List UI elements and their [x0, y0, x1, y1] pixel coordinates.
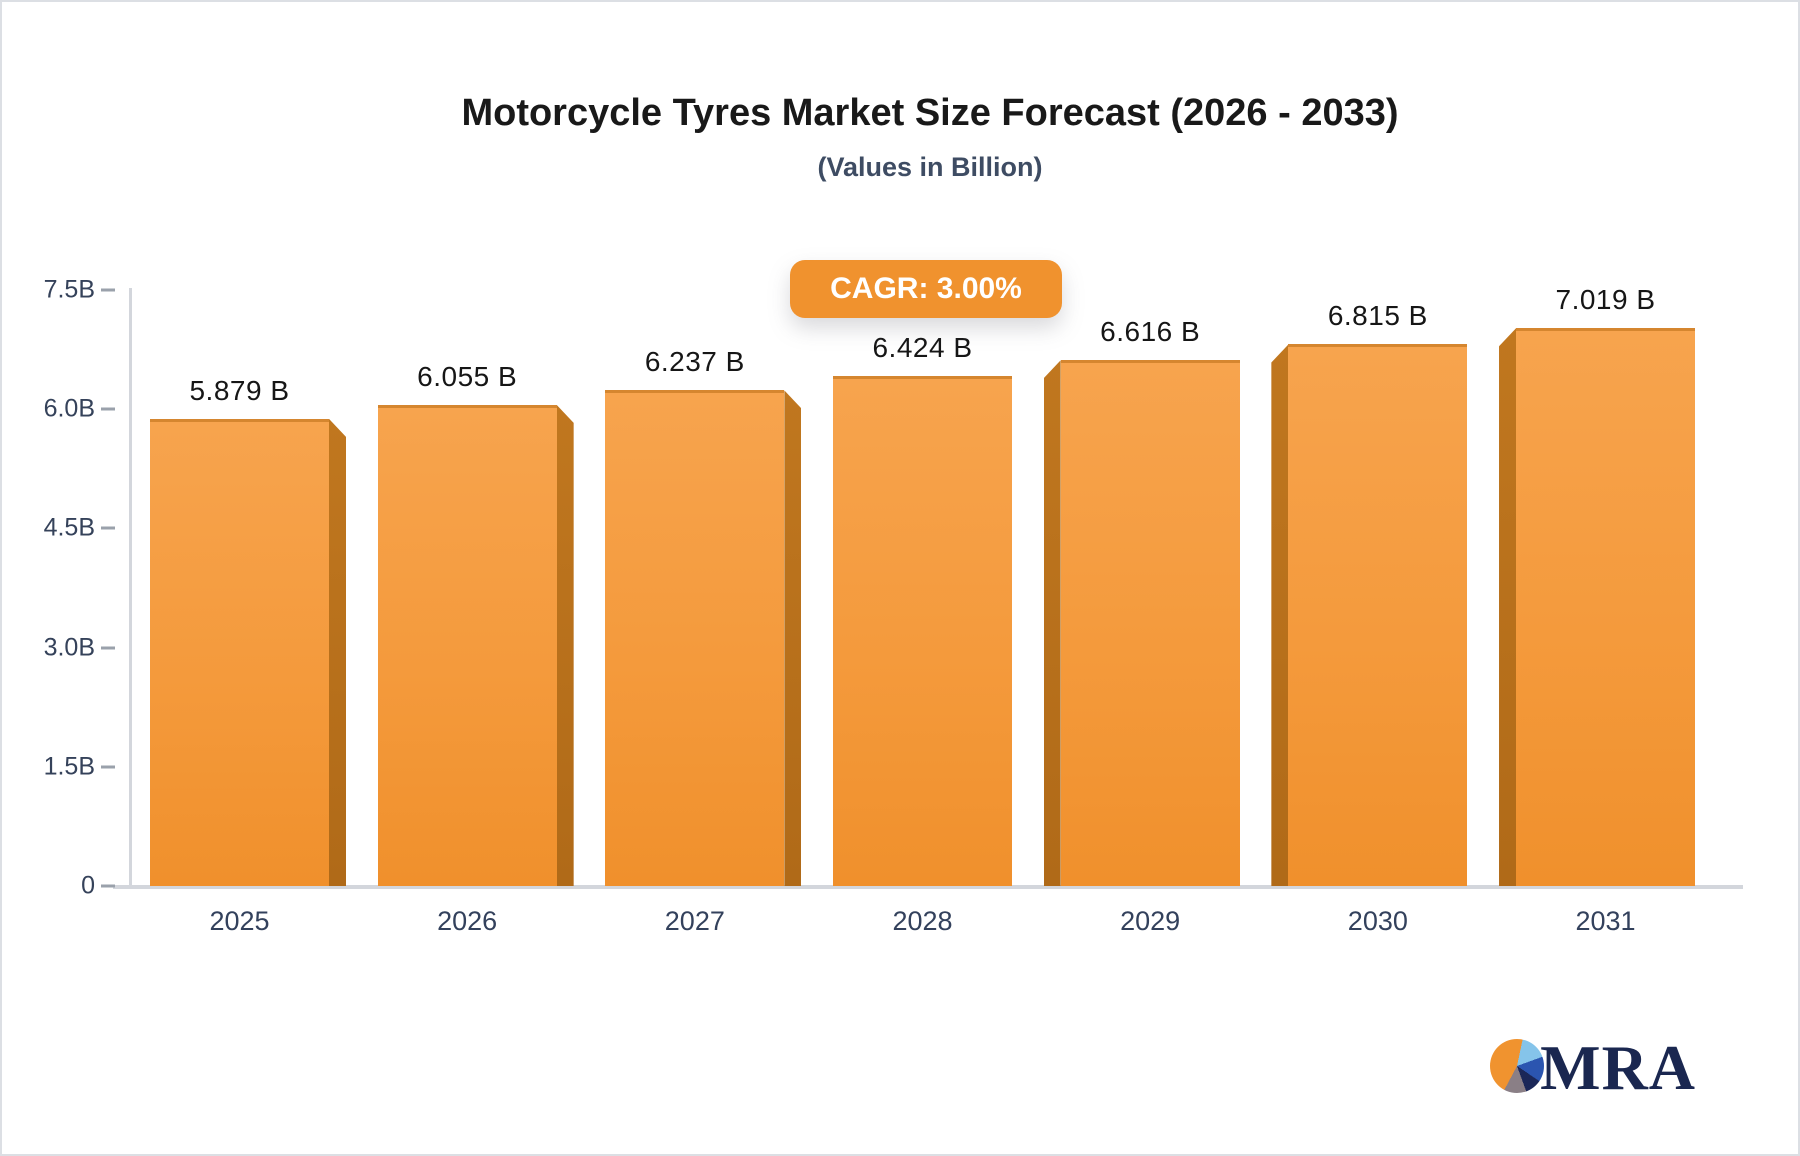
ytick-dash	[101, 765, 115, 769]
bar-side-shadow	[1271, 344, 1289, 886]
bar-face	[605, 390, 785, 886]
bar-value-label: 7.019 B	[1555, 284, 1656, 316]
ytick-label: 4.5B	[43, 513, 95, 542]
bar-value-label: 5.879 B	[189, 374, 290, 406]
bar-side-shadow	[784, 390, 802, 886]
bar-side-shadow	[556, 404, 574, 886]
chart-title: Motorcycle Tyres Market Size Forecast (2…	[461, 92, 1399, 134]
bar-value-label: 6.616 B	[1100, 316, 1201, 348]
ytick-dash	[101, 884, 115, 888]
bar-2029: 6.616 B 2029	[1043, 290, 1240, 936]
bar-side-shadow	[1043, 360, 1061, 886]
bar-face	[1516, 328, 1696, 886]
x-axis-label: 2028	[892, 906, 953, 936]
pie-chart-icon	[1490, 1039, 1545, 1093]
bar-2025: 5.879 B 2025	[150, 290, 346, 936]
bar-2031: 7.019 B 2031	[1499, 284, 1696, 936]
bar-face	[1060, 360, 1240, 886]
chart-subtitle: (Values in Billion)	[817, 152, 1043, 182]
ytick-label: 3.0B	[43, 633, 95, 662]
bar-2028: 6.424 B 2028	[833, 290, 1012, 936]
bar-side-shadow	[1499, 328, 1517, 886]
ytick-dash	[101, 288, 115, 292]
bars-area: 5.879 B 2025 6.055 B 2026 6.237 B 2027 6.424 B…	[150, 284, 1750, 936]
bar-value-label: 6.815 B	[1327, 300, 1428, 332]
bar-side-shadow	[329, 418, 346, 886]
bar-value-label: 6.424 B	[872, 331, 973, 363]
ytick-label: 0	[81, 871, 95, 900]
x-axis-baseline	[113, 885, 1743, 889]
bar-value-label: 6.055 B	[417, 360, 518, 392]
bar-face	[833, 375, 1012, 886]
bar-face	[150, 418, 329, 886]
bar-face	[377, 404, 557, 886]
x-axis-label: 2026	[437, 906, 498, 936]
ytick-dash	[101, 526, 115, 530]
x-axis-label: 2031	[1575, 906, 1636, 936]
logo-text: MRA	[1540, 1032, 1696, 1103]
ytick-dash	[101, 407, 115, 411]
bar-2030: 6.815 B 2030	[1271, 290, 1468, 936]
x-axis-label: 2030	[1347, 906, 1408, 936]
bar-2026: 6.055 B 2026	[377, 290, 574, 936]
x-axis-label: 2029	[1120, 906, 1181, 936]
y-axis-line	[129, 288, 132, 888]
x-axis-label: 2025	[209, 906, 270, 936]
bar-value-label: 6.237 B	[644, 346, 745, 378]
brand-logo: MRA	[1490, 1036, 1696, 1100]
ytick-label: 1.5B	[43, 752, 95, 781]
ytick-label: 7.5B	[43, 275, 95, 304]
cagr-badge: CAGR: 3.00%	[790, 260, 1062, 318]
bar-face	[1288, 344, 1468, 886]
ytick-dash	[101, 646, 115, 650]
ytick-label: 6.0B	[43, 394, 95, 423]
bar-2027: 6.237 B 2027	[605, 290, 802, 936]
x-axis-label: 2027	[664, 906, 725, 936]
